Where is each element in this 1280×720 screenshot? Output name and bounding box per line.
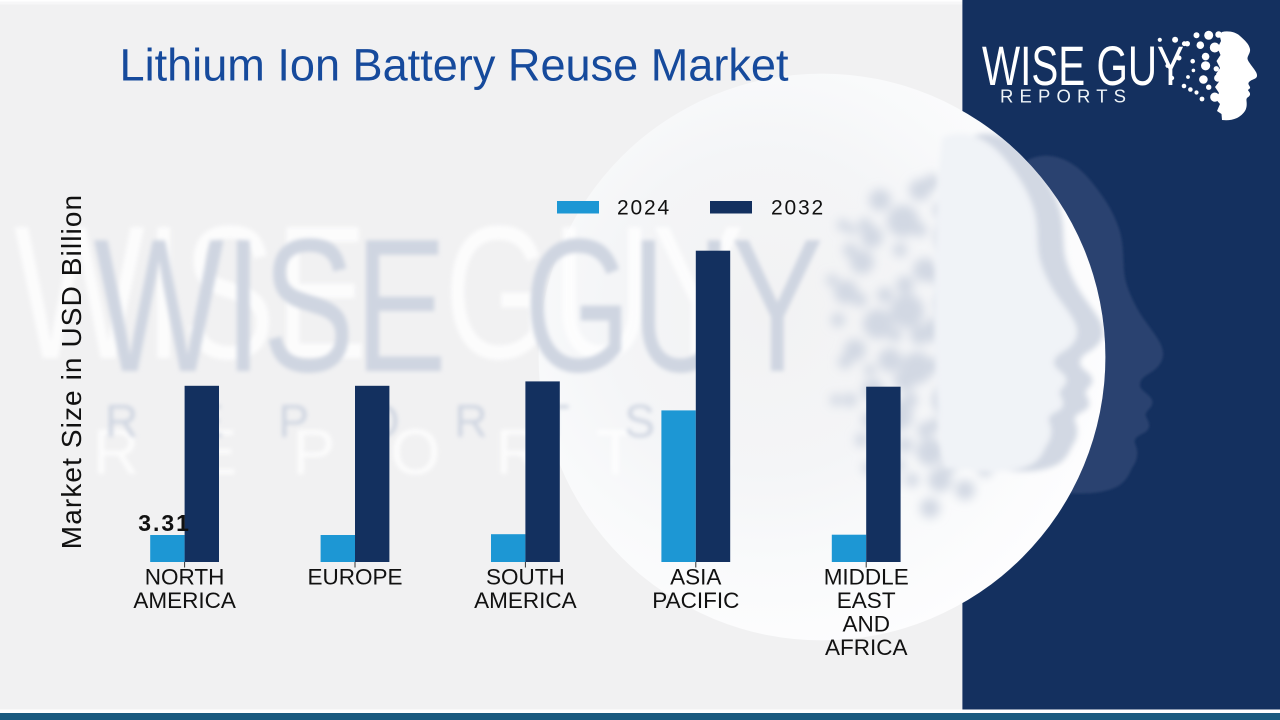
svg-text:Market Size in USD Billion: Market Size in USD Billion [56,194,87,549]
svg-text:AMERICA: AMERICA [474,588,577,613]
svg-text:2032: 2032 [771,197,825,220]
svg-text:AND: AND [842,612,890,637]
svg-text:ASIA: ASIA [670,565,721,590]
svg-text:MIDDLE: MIDDLE [824,565,909,590]
svg-text:Lithium Ion Battery Reuse Mark: Lithium Ion Battery Reuse Market [120,40,789,91]
svg-text:WISE GUY: WISE GUY [982,34,1184,97]
svg-text:PACIFIC: PACIFIC [652,588,739,613]
svg-text:3.31: 3.31 [138,510,191,536]
svg-text:AFRICA: AFRICA [825,635,908,660]
svg-text:AMERICA: AMERICA [133,588,236,613]
svg-text:2024: 2024 [617,197,671,220]
svg-text:EUROPE: EUROPE [307,565,402,590]
svg-text:REPORTS: REPORTS [1000,86,1134,107]
svg-text:EAST: EAST [837,588,896,613]
svg-text:NORTH: NORTH [145,565,225,590]
svg-text:WISE GUY: WISE GUY [14,187,744,399]
svg-text:SOUTH: SOUTH [486,565,565,590]
